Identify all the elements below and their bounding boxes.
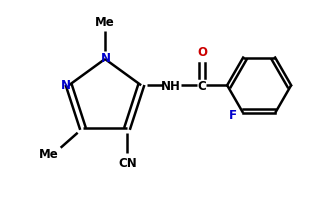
- Text: NH: NH: [161, 79, 181, 92]
- Text: C: C: [198, 79, 207, 92]
- Text: O: O: [197, 45, 207, 58]
- Text: N: N: [101, 52, 111, 65]
- Text: Me: Me: [39, 147, 59, 160]
- Text: N: N: [61, 78, 71, 91]
- Text: F: F: [229, 109, 237, 122]
- Text: Me: Me: [95, 15, 115, 28]
- Text: CN: CN: [118, 157, 137, 169]
